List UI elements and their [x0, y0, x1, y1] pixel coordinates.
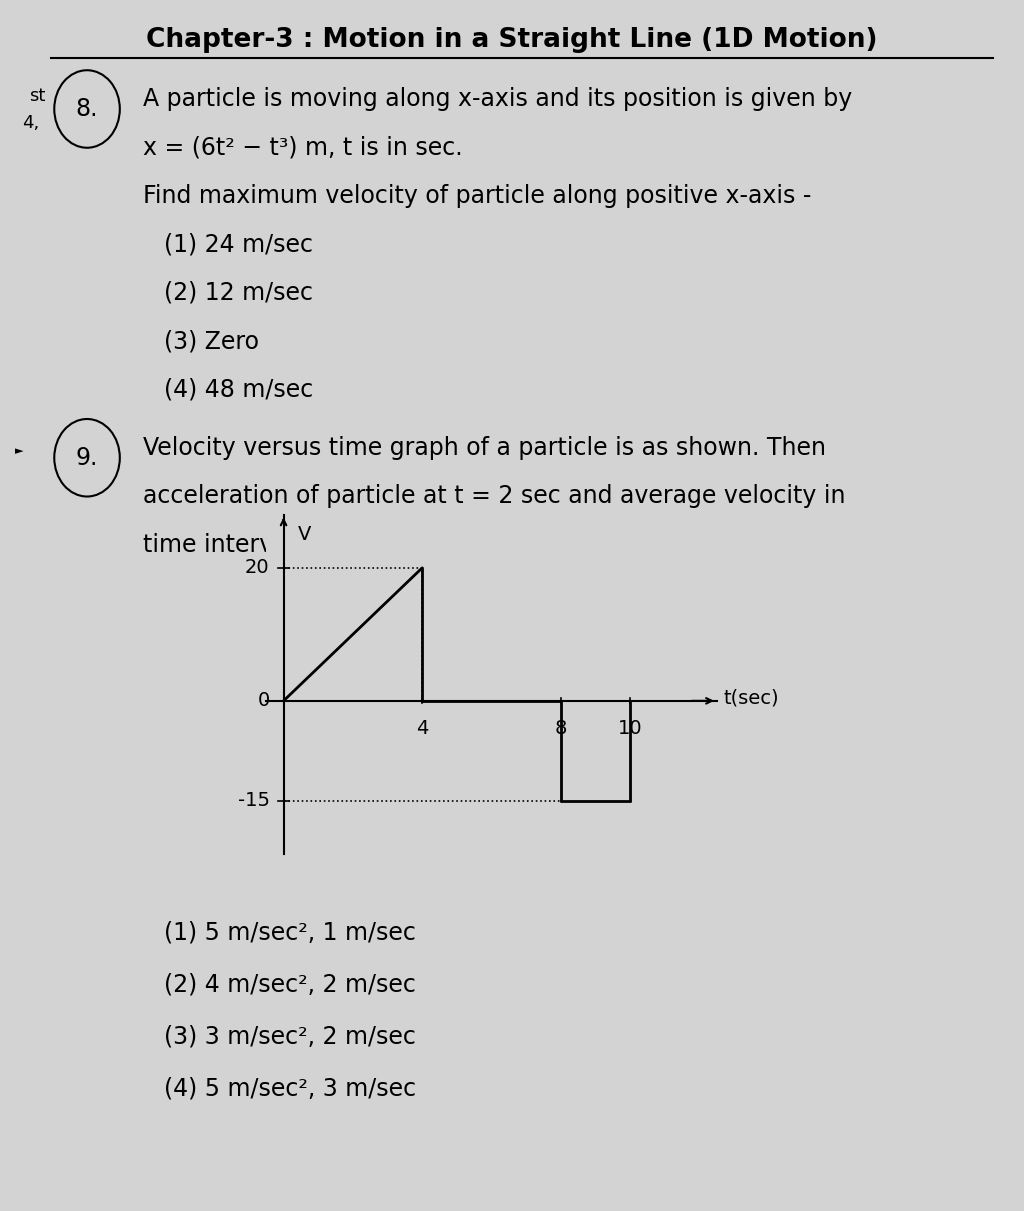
Text: 9.: 9.	[76, 446, 98, 470]
Text: 4: 4	[416, 719, 428, 739]
Text: V: V	[297, 524, 311, 544]
Text: (2) 4 m/sec², 2 m/sec: (2) 4 m/sec², 2 m/sec	[164, 972, 416, 997]
Text: 10: 10	[617, 719, 642, 739]
Text: A particle is moving along x-axis and its position is given by: A particle is moving along x-axis and it…	[143, 87, 853, 111]
Text: acceleration of particle at t = 2 sec and average velocity in: acceleration of particle at t = 2 sec an…	[143, 484, 846, 509]
Text: x = (6t² − t³) m, t is in sec.: x = (6t² − t³) m, t is in sec.	[143, 136, 463, 160]
Text: Velocity versus time graph of a particle is as shown. Then: Velocity versus time graph of a particle…	[143, 436, 826, 460]
Text: (2) 12 m/sec: (2) 12 m/sec	[164, 281, 313, 305]
Text: (3) 3 m/sec², 2 m/sec: (3) 3 m/sec², 2 m/sec	[164, 1025, 416, 1049]
Text: (3) Zero: (3) Zero	[164, 329, 259, 354]
Text: (4) 48 m/sec: (4) 48 m/sec	[164, 378, 313, 402]
Text: -15: -15	[238, 791, 269, 810]
Text: (1) 24 m/sec: (1) 24 m/sec	[164, 233, 313, 257]
Text: 8: 8	[555, 719, 567, 739]
Text: st: st	[29, 87, 45, 105]
Text: t(sec): t(sec)	[724, 688, 779, 707]
Text: (1) 5 m/sec², 1 m/sec: (1) 5 m/sec², 1 m/sec	[164, 920, 416, 945]
Text: (4) 5 m/sec², 3 m/sec: (4) 5 m/sec², 3 m/sec	[164, 1077, 416, 1101]
Text: ►: ►	[15, 446, 24, 455]
Text: 8.: 8.	[76, 97, 98, 121]
Text: Find maximum velocity of particle along positive x-axis -: Find maximum velocity of particle along …	[143, 184, 812, 208]
Text: Chapter-3 : Motion in a Straight Line (1D Motion): Chapter-3 : Motion in a Straight Line (1…	[146, 27, 878, 52]
Text: 0: 0	[257, 691, 269, 711]
Text: 4,: 4,	[23, 114, 40, 132]
Text: 20: 20	[245, 558, 269, 578]
Text: time interval t = 0 to t = 10 sec will be -: time interval t = 0 to t = 10 sec will b…	[143, 533, 622, 557]
